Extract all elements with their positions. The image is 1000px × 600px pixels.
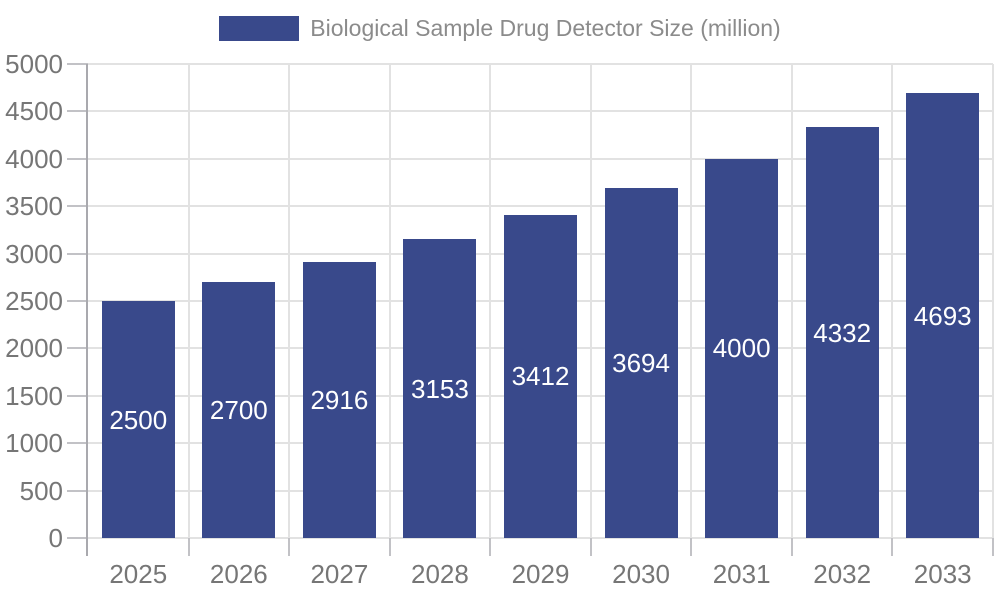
y-tick-label: 2500: [5, 286, 63, 316]
bar: 2700: [202, 282, 276, 538]
y-tick-label: 1500: [5, 380, 63, 411]
y-axis-tick: [67, 205, 88, 208]
bar-value-label: 2500: [109, 404, 168, 435]
bar: 3412: [504, 214, 577, 538]
y-axis-tick: [67, 63, 88, 65]
x-tick-label: 2031: [712, 559, 771, 589]
bar-value-label: 3412: [511, 361, 570, 392]
x-tick-label: 2033: [913, 559, 972, 589]
gridline-vertical: [690, 64, 693, 538]
x-tick-label: 2032: [813, 559, 872, 589]
gridline-horizontal: [88, 205, 993, 208]
y-axis-tick: [67, 489, 88, 492]
bar-value-label: 2916: [310, 384, 369, 415]
x-tick-label: 2026: [209, 559, 268, 589]
y-axis-tick: [67, 252, 88, 255]
y-tick-label: 4000: [5, 143, 63, 174]
x-axis-tick: [187, 538, 190, 556]
y-axis-tick: [67, 394, 88, 397]
x-axis-tick: [489, 538, 492, 556]
bar-value-label: 3153: [411, 373, 469, 404]
x-tick-label: 2028: [411, 559, 469, 589]
bar: 3694: [604, 187, 678, 538]
gridline-vertical: [790, 64, 793, 538]
x-axis-tick: [690, 538, 693, 556]
x-tick-label: 2030: [612, 559, 670, 589]
bar-value-label: 2700: [209, 395, 268, 426]
y-tick-label: 0: [48, 523, 63, 553]
gridline-vertical: [288, 64, 291, 538]
gridline-vertical: [992, 64, 994, 538]
y-axis-tick: [67, 442, 88, 445]
gridline-vertical: [489, 64, 492, 538]
y-axis-line: [86, 64, 88, 556]
y-tick-label: 5000: [5, 49, 63, 79]
y-tick-label: 2000: [5, 333, 63, 364]
legend-swatch: [219, 16, 300, 42]
y-tick-label: 500: [19, 475, 63, 506]
y-tick-label: 1000: [5, 428, 63, 459]
bar: 2916: [302, 261, 376, 538]
y-tick-label: 3500: [5, 191, 63, 222]
bar: 3153: [403, 239, 477, 538]
x-axis-tick: [790, 538, 793, 556]
bar: 4332: [805, 127, 879, 538]
x-tick-label: 2027: [310, 559, 369, 589]
x-axis-tick: [288, 538, 291, 556]
gridline-horizontal: [88, 537, 993, 539]
x-axis-tick: [891, 538, 894, 556]
bar: 2500: [101, 301, 175, 538]
x-tick-label: 2025: [109, 559, 168, 589]
gridline-horizontal: [88, 110, 993, 113]
gridline-vertical: [891, 64, 894, 538]
x-tick-label: 2029: [511, 559, 570, 589]
y-axis-tick: [67, 300, 88, 302]
bar-value-label: 3694: [612, 347, 670, 378]
plot-area: 2500 2700 2916 3153 3412 3694 4000 4332 4693: [67, 63, 994, 556]
y-axis-tick: [67, 347, 88, 350]
gridline-vertical: [187, 64, 190, 538]
bar: 4000: [705, 158, 779, 538]
bar-value-label: 4000: [712, 333, 771, 364]
gridline-horizontal: [88, 63, 993, 65]
y-axis-tick: [67, 537, 88, 539]
bar: 4693: [906, 93, 980, 538]
y-axis-tick: [67, 110, 88, 113]
y-tick-label: 3000: [5, 238, 63, 269]
gridline-vertical: [388, 64, 391, 538]
x-axis-tick: [589, 538, 592, 556]
legend-label: Biological Sample Drug Detector Size (mi…: [310, 15, 781, 41]
x-axis-tick: [992, 538, 994, 556]
gridline-horizontal: [88, 157, 993, 160]
legend: Biological Sample Drug Detector Size (mi…: [0, 15, 1000, 42]
bar-value-label: 4332: [813, 317, 872, 348]
x-axis-tick: [388, 538, 391, 556]
gridline-vertical: [589, 64, 592, 538]
bar-value-label: 4693: [913, 300, 972, 331]
y-axis-tick: [67, 157, 88, 160]
y-tick-label: 4500: [5, 96, 63, 127]
